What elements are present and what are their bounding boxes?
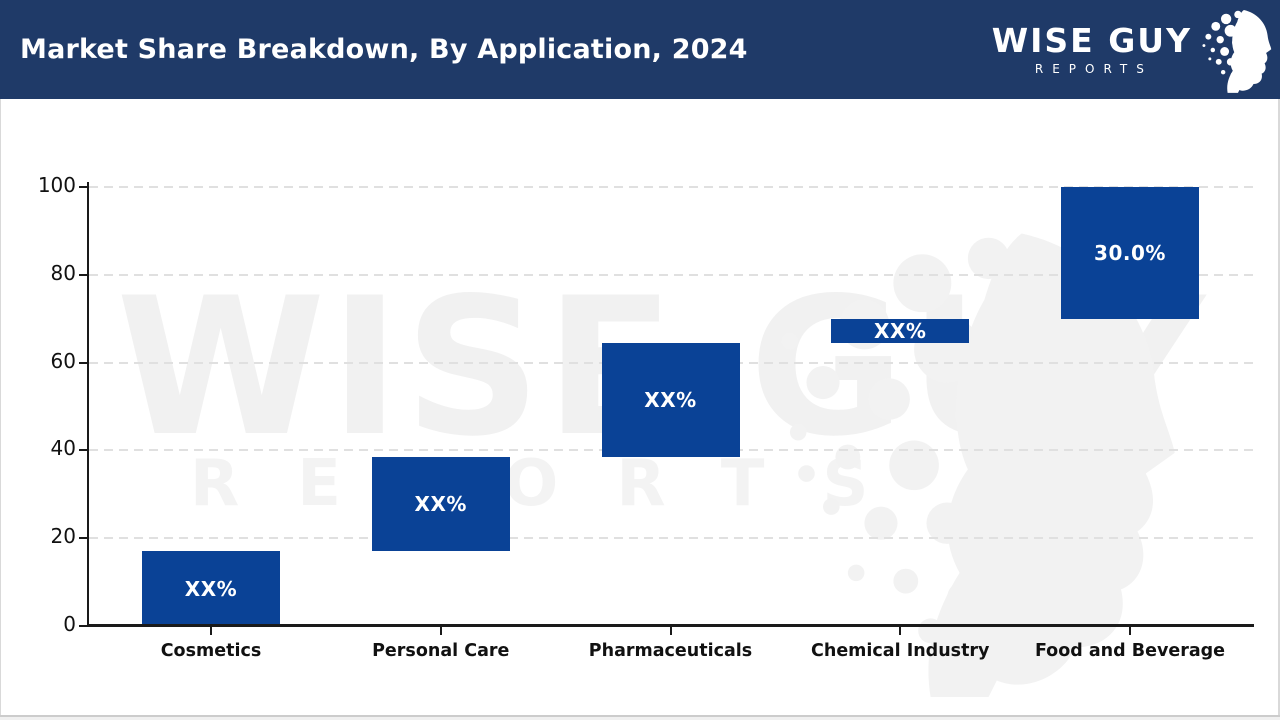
x-axis-line <box>87 624 1254 627</box>
bar-personal-care: XX% <box>371 456 510 552</box>
x-axis-label: Cosmetics <box>160 641 262 661</box>
logo-subtitle: REPORTS <box>1034 62 1153 76</box>
bar-food-and-beverage: 30.0% <box>1061 187 1199 319</box>
x-axis-label: Food and Beverage <box>1034 641 1226 661</box>
y-tick-mark <box>79 625 87 627</box>
x-tick-mark <box>1129 627 1131 635</box>
bar-value-label: XX% <box>184 576 238 601</box>
card-right-border <box>1278 99 1280 720</box>
y-tick-mark <box>79 361 87 364</box>
bar-value-label: XX% <box>414 492 467 517</box>
y-tick-mark <box>79 537 87 540</box>
bar-chemical-industry: XX% <box>831 318 970 343</box>
logo-head-icon <box>1202 9 1272 93</box>
y-tick-label: 0 <box>63 612 76 636</box>
bar-pharmaceuticals: XX% <box>601 342 740 457</box>
x-tick-mark <box>439 627 442 635</box>
bar-value-label: XX% <box>874 318 927 343</box>
x-tick-mark <box>210 627 212 635</box>
logo: WISE GUY REPORTS <box>992 7 1280 93</box>
y-tick-mark <box>79 449 87 452</box>
card-left-border <box>0 99 1 720</box>
x-axis-label: Pharmaceuticals <box>588 641 753 661</box>
page-title: Market Share Breakdown, By Application, … <box>20 34 748 65</box>
y-tick-label: 40 <box>50 436 76 461</box>
logo-wordmark: WISE GUY <box>991 21 1192 60</box>
header: Market Share Breakdown, By Application, … <box>0 0 1280 99</box>
x-tick-mark <box>669 627 672 635</box>
bar-cosmetics: XX% <box>142 551 280 626</box>
gridline <box>89 186 1253 188</box>
bar-value-label: 30.0% <box>1094 240 1166 265</box>
logo-text: WISE GUY REPORTS <box>992 24 1192 75</box>
x-tick-mark <box>899 627 902 635</box>
gridline <box>89 273 1253 276</box>
y-tick-mark <box>79 186 87 188</box>
y-tick-mark <box>79 273 87 276</box>
x-axis-label: Chemical Industry <box>811 641 990 661</box>
card-bottom-border <box>0 715 1280 720</box>
gridline <box>89 537 1253 540</box>
y-tick-label: 20 <box>50 524 76 549</box>
y-tick-label: 80 <box>50 260 76 285</box>
y-tick-label: 60 <box>50 348 76 373</box>
y-tick-label: 100 <box>37 173 76 197</box>
x-axis-label: Personal Care <box>372 641 510 661</box>
y-axis-line <box>87 182 89 627</box>
bar-value-label: XX% <box>644 387 697 412</box>
